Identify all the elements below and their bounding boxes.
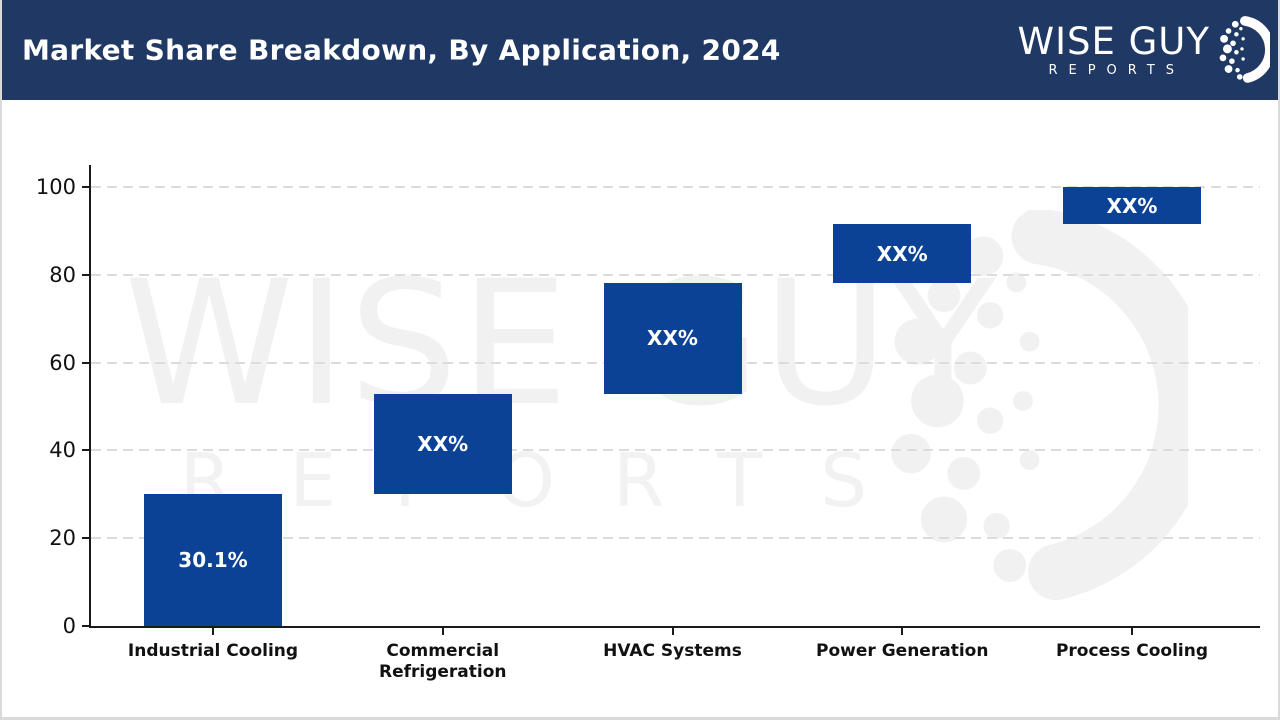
y-axis-tick-label: 100 <box>35 175 76 199</box>
y-axis-tick-label: 60 <box>49 350 76 375</box>
watermark-text-reports: REPORTS <box>180 438 926 524</box>
brand-logo-line2: REPORTS <box>1048 63 1186 78</box>
y-axis-tick-label: 40 <box>49 438 76 463</box>
chart-title: Market Share Breakdown, By Application, … <box>22 33 781 67</box>
bar-value-label: 30.1% <box>178 547 248 572</box>
x-axis-tick <box>901 628 904 635</box>
x-axis-tick <box>441 628 444 635</box>
bar-power-generation: XX% <box>833 224 972 283</box>
y-axis-line <box>89 165 91 628</box>
gridline-80 <box>91 273 1260 276</box>
y-axis-tick-label: 80 <box>49 262 76 287</box>
bar-industrial-cooling: 30.1% <box>144 493 282 626</box>
logo-head-profile-dots-icon <box>1219 16 1270 83</box>
bar-commercial-refrigeration: XX% <box>373 393 512 494</box>
x-axis-tick <box>671 628 674 635</box>
y-axis-tick-label: 20 <box>49 526 76 551</box>
y-axis-tick-label: 0 <box>62 614 76 638</box>
bar-value-label: XX% <box>876 241 928 266</box>
y-axis-tick <box>82 273 90 276</box>
brand-logo-text: WISE GUY REPORTS <box>1018 23 1210 77</box>
brand-logo: WISE GUY REPORTS <box>1018 6 1270 94</box>
x-axis-tick <box>212 628 214 635</box>
y-axis-tick <box>82 537 90 540</box>
header-bar: Market Share Breakdown, By Application, … <box>2 0 1278 100</box>
x-axis-category-label: Commercial Refrigeration <box>378 641 507 682</box>
gridline-100 <box>91 186 1260 188</box>
x-axis-category-label: Industrial Cooling <box>127 641 299 661</box>
bar-value-label: XX% <box>417 431 469 456</box>
y-axis-tick <box>82 186 90 188</box>
brand-logo-line1: WISE GUY <box>1017 20 1210 63</box>
bar-process-cooling: XX% <box>1063 187 1201 225</box>
x-axis-category-label: HVAC Systems <box>603 641 742 661</box>
y-axis-tick <box>82 361 90 364</box>
gridline-40 <box>91 449 1260 452</box>
y-axis-tick <box>82 625 90 627</box>
bar-hvac-systems: XX% <box>603 282 742 394</box>
y-axis-tick <box>82 449 90 452</box>
bar-value-label: XX% <box>1106 193 1158 218</box>
x-axis-tick <box>1131 628 1133 635</box>
gridline-20 <box>91 537 1260 540</box>
x-axis-category-label: Power Generation <box>816 641 989 661</box>
watermark-text-wise-guy: WISE GUY <box>124 243 998 444</box>
x-axis-category-label: Process Cooling <box>1055 641 1209 661</box>
bar-value-label: XX% <box>647 326 698 351</box>
watermark-head-profile-dots-icon <box>891 210 1188 601</box>
x-axis-line <box>89 626 1260 628</box>
